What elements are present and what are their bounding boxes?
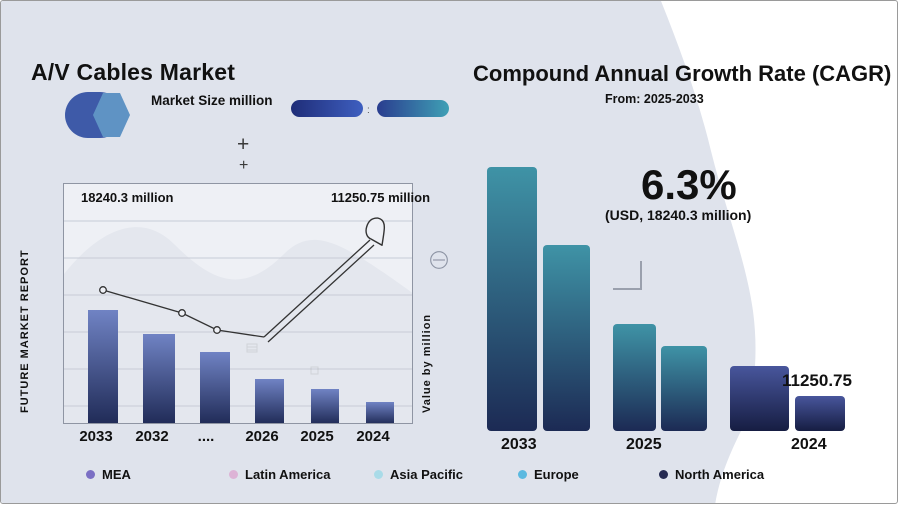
svg-text::: : bbox=[367, 105, 370, 116]
